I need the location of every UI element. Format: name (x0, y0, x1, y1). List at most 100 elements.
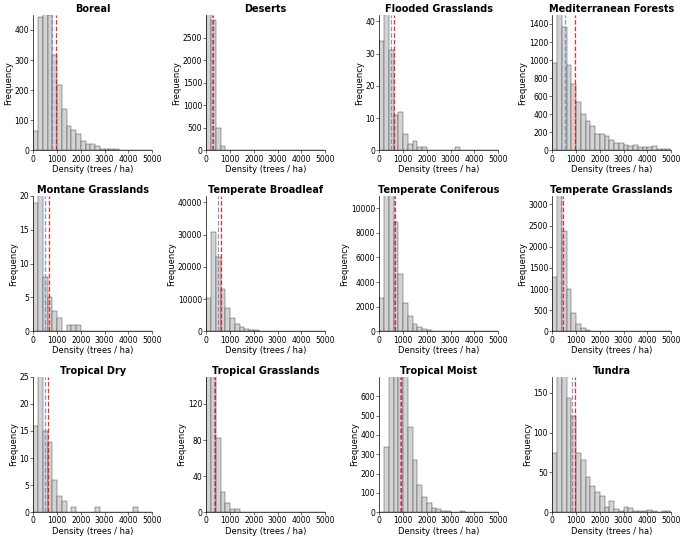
Bar (422, 329, 427, 332)
Title: Flooded Grasslands: Flooded Grasslands (385, 4, 493, 14)
Bar (399, 112, 403, 151)
Bar (408, 316, 412, 332)
Bar (557, 357, 562, 512)
Bar (86, 144, 90, 151)
Bar (221, 289, 225, 332)
Bar (422, 497, 427, 512)
Bar (662, 511, 667, 512)
Y-axis label: Frequency: Frequency (9, 242, 18, 286)
Bar (47, 442, 52, 512)
Bar (403, 372, 408, 512)
Bar (571, 313, 576, 332)
Bar (566, 289, 571, 332)
Bar (456, 147, 460, 151)
Bar (71, 130, 76, 151)
Title: Boreal: Boreal (75, 4, 110, 14)
Bar (90, 144, 95, 151)
Bar (221, 146, 225, 151)
Bar (105, 149, 110, 151)
Bar (417, 327, 422, 332)
Y-axis label: Frequency: Frequency (173, 60, 182, 105)
Bar (628, 146, 633, 151)
Title: Tropical Moist: Tropical Moist (400, 366, 477, 376)
Bar (225, 150, 230, 151)
Bar (62, 502, 66, 512)
Bar (394, 222, 399, 332)
Bar (446, 511, 451, 512)
Title: Tropical Grasslands: Tropical Grasslands (212, 366, 319, 376)
Bar (110, 149, 114, 151)
Bar (427, 330, 432, 332)
Bar (619, 511, 623, 512)
Bar (610, 140, 614, 151)
Bar (230, 319, 235, 332)
Bar (379, 40, 384, 151)
X-axis label: Density (trees / ha): Density (trees / ha) (571, 165, 652, 174)
Y-axis label: Frequency: Frequency (167, 242, 177, 286)
Bar (235, 509, 240, 512)
Bar (412, 141, 417, 151)
Bar (667, 149, 671, 151)
Bar (566, 397, 571, 512)
Bar (211, 19, 216, 151)
Bar (52, 480, 57, 512)
Bar (427, 503, 432, 512)
Bar (566, 65, 571, 151)
Bar (422, 147, 427, 151)
Bar (652, 146, 657, 151)
Bar (417, 485, 422, 512)
Bar (460, 511, 465, 512)
Y-axis label: Frequency: Frequency (355, 60, 364, 105)
X-axis label: Density (trees / ha): Density (trees / ha) (398, 527, 479, 536)
Bar (610, 501, 614, 512)
Bar (403, 303, 408, 332)
Bar (206, 299, 211, 332)
Bar (95, 146, 100, 151)
Bar (633, 145, 638, 151)
Bar (34, 202, 38, 332)
Bar (66, 325, 71, 332)
Bar (552, 453, 557, 512)
Bar (221, 492, 225, 512)
Bar (600, 496, 605, 512)
Bar (432, 330, 436, 332)
Title: Montane Grasslands: Montane Grasslands (37, 185, 149, 195)
Bar (216, 438, 221, 512)
Bar (57, 496, 62, 512)
Bar (206, 0, 211, 151)
Bar (52, 55, 57, 151)
Y-axis label: Frequency: Frequency (519, 60, 527, 105)
Bar (57, 85, 62, 151)
Bar (586, 477, 590, 512)
Bar (581, 461, 586, 512)
Bar (643, 147, 647, 151)
X-axis label: Density (trees / ha): Density (trees / ha) (225, 527, 306, 536)
Bar (384, 0, 389, 151)
Bar (379, 298, 384, 332)
Bar (52, 311, 57, 332)
Bar (38, 17, 43, 151)
Y-axis label: Frequency: Frequency (350, 423, 359, 467)
Bar (389, 50, 394, 151)
Bar (394, 115, 399, 151)
Bar (562, 231, 566, 332)
Bar (408, 144, 412, 151)
Bar (43, 277, 47, 332)
Bar (245, 328, 249, 332)
Bar (562, 352, 566, 512)
Bar (389, 147, 394, 332)
Bar (412, 460, 417, 512)
Bar (619, 143, 623, 151)
Bar (647, 510, 652, 512)
Bar (638, 511, 643, 512)
Bar (647, 147, 652, 151)
Bar (34, 426, 38, 512)
Bar (66, 126, 71, 151)
Y-axis label: Frequency: Frequency (4, 60, 13, 105)
X-axis label: Density (trees / ha): Density (trees / ha) (52, 346, 134, 355)
Bar (552, 63, 557, 151)
Bar (590, 126, 595, 151)
Bar (408, 427, 412, 512)
Y-axis label: Frequency: Frequency (340, 242, 349, 286)
Y-axis label: Frequency: Frequency (523, 423, 532, 467)
